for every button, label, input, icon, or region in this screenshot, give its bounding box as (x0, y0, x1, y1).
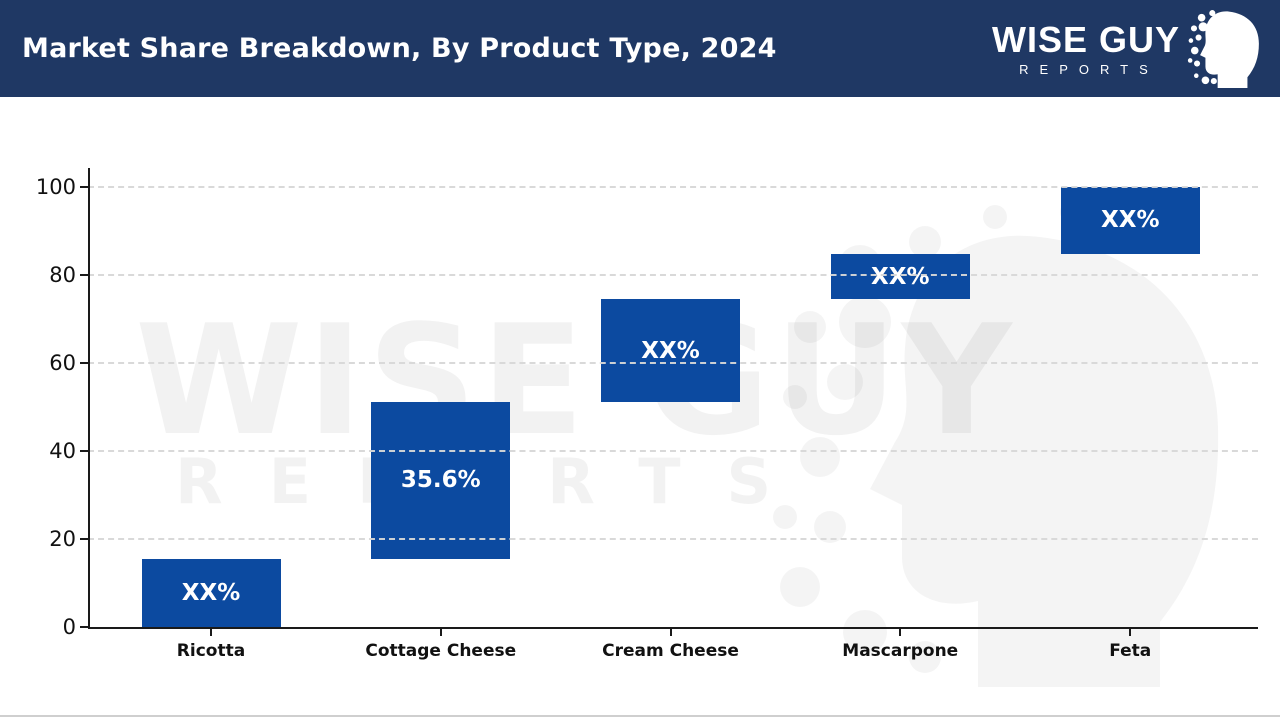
category-label-ricotta: Ricotta (176, 641, 246, 661)
x-tick-mark (439, 629, 442, 636)
bar-value-label: 35.6% (400, 467, 481, 494)
y-tick-label: 80 (49, 263, 76, 287)
y-tick-mark (80, 274, 88, 276)
watermark-face-icon (773, 202, 1219, 687)
bottom-divider (0, 715, 1280, 717)
y-tick-mark (80, 538, 88, 540)
category-label-cottage-cheese: Cottage Cheese (365, 641, 517, 661)
grid-line (88, 538, 1258, 540)
bar-value-label: XX% (181, 579, 241, 606)
x-axis-line (88, 627, 1258, 629)
wiseguy-face-icon (1187, 9, 1259, 88)
y-tick-label: 0 (62, 615, 76, 639)
y-tick-label: 20 (49, 527, 76, 551)
x-tick-mark (210, 629, 212, 636)
wiseguy-logo: WISE GUY REPORTS (992, 7, 1262, 91)
watermark-wordmark: WISE GUY (135, 292, 1016, 469)
waterfall-chart: WISE GUY REPORTS XX%35.6%XX%XX%XX%020406… (0, 97, 1280, 720)
bar-value-label: XX% (1100, 207, 1160, 234)
bar-cottage-cheese: 35.6% (371, 402, 511, 559)
x-tick-mark (669, 629, 672, 636)
y-tick-label: 60 (49, 351, 76, 375)
grid-line (88, 186, 1258, 188)
category-label-cream-cheese: Cream Cheese (602, 641, 739, 661)
y-tick-mark (80, 626, 88, 628)
grid-line (88, 274, 1258, 276)
y-tick-label: 40 (49, 439, 76, 463)
bar-ricotta: XX% (141, 558, 281, 627)
grid-line (88, 362, 1258, 364)
y-tick-label: 100 (35, 175, 76, 199)
bar-cream-cheese: XX% (601, 299, 740, 403)
y-tick-mark (80, 450, 88, 452)
x-tick-mark (1129, 629, 1132, 636)
logo-wordmark: WISE GUY (991, 18, 1180, 60)
y-tick-mark (80, 186, 88, 188)
category-label-mascarpone: Mascarpone (842, 641, 959, 661)
y-axis-line (88, 168, 90, 629)
wiseguy-logo-text: WISE GUY REPORTS (991, 18, 1180, 77)
category-label-feta: Feta (1109, 641, 1152, 661)
bar-value-label: XX% (870, 263, 930, 290)
y-tick-mark (80, 362, 88, 364)
page-title: Market Share Breakdown, By Product Type,… (22, 33, 777, 64)
bar-feta: XX% (1060, 187, 1200, 254)
x-tick-mark (899, 629, 902, 636)
logo-subtitle: REPORTS (1019, 61, 1159, 77)
header-bar: Market Share Breakdown, By Product Type,… (0, 0, 1280, 97)
bar-value-label: XX% (641, 337, 700, 364)
bar-mascarpone: XX% (830, 253, 970, 300)
grid-line (88, 450, 1258, 452)
